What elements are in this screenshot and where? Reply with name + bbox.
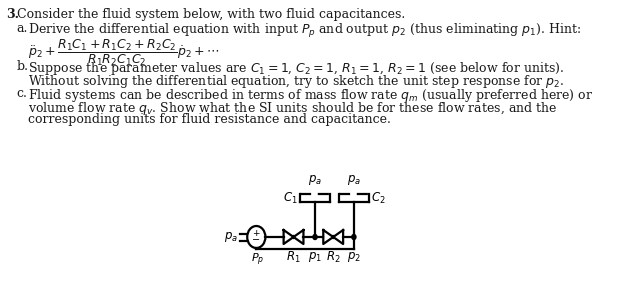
Text: 3.: 3.	[7, 8, 19, 21]
Circle shape	[313, 234, 317, 239]
Circle shape	[332, 236, 334, 239]
Text: Fluid systems can be described in terms of mass flow rate $q_m$ (usually preferr: Fluid systems can be described in terms …	[28, 87, 593, 104]
Text: Consider the fluid system below, with two fluid capacitances.: Consider the fluid system below, with tw…	[17, 8, 405, 21]
Text: Without solving the differential equation, try to sketch the unit step response : Without solving the differential equatio…	[28, 73, 564, 90]
Text: $p_a$: $p_a$	[308, 173, 322, 187]
Text: $p_1$: $p_1$	[308, 250, 322, 264]
Circle shape	[292, 236, 295, 239]
Text: $R_2$: $R_2$	[326, 250, 341, 265]
Text: volume flow rate $q_v$. Show what the SI units should be for these flow rates, a: volume flow rate $q_v$. Show what the SI…	[28, 100, 558, 117]
Text: $p_a$: $p_a$	[347, 173, 361, 187]
Text: b.: b.	[17, 60, 29, 73]
Text: c.: c.	[17, 87, 27, 100]
Text: $C_2$: $C_2$	[371, 190, 386, 206]
Text: corresponding units for fluid resistance and capacitance.: corresponding units for fluid resistance…	[28, 113, 391, 126]
Text: +: +	[253, 229, 260, 238]
Text: a.: a.	[17, 22, 28, 35]
Text: $\ddot{p}_2 + \dfrac{R_1C_1+R_1C_2+R_2C_2}{R_1R_2C_1C_2}\dot{p}_2 + \cdots$: $\ddot{p}_2 + \dfrac{R_1C_1+R_1C_2+R_2C_…	[28, 38, 220, 68]
Text: Derive the differential equation with input $P_p$ and output $p_2$ (thus elimina: Derive the differential equation with in…	[28, 22, 582, 40]
Text: Suppose the parameter values are $C_1 = 1$, $C_2 = 1$, $R_1 = 1$, $R_2 = 1$ (see: Suppose the parameter values are $C_1 = …	[28, 60, 565, 77]
Text: $p_2$: $p_2$	[347, 250, 361, 264]
Text: $R_1$: $R_1$	[286, 250, 301, 265]
Text: −: −	[252, 236, 260, 246]
Text: $C_1$: $C_1$	[283, 190, 298, 206]
Text: $P_p$: $P_p$	[251, 252, 265, 268]
Circle shape	[352, 234, 356, 239]
Text: $p_a$: $p_a$	[224, 230, 238, 244]
